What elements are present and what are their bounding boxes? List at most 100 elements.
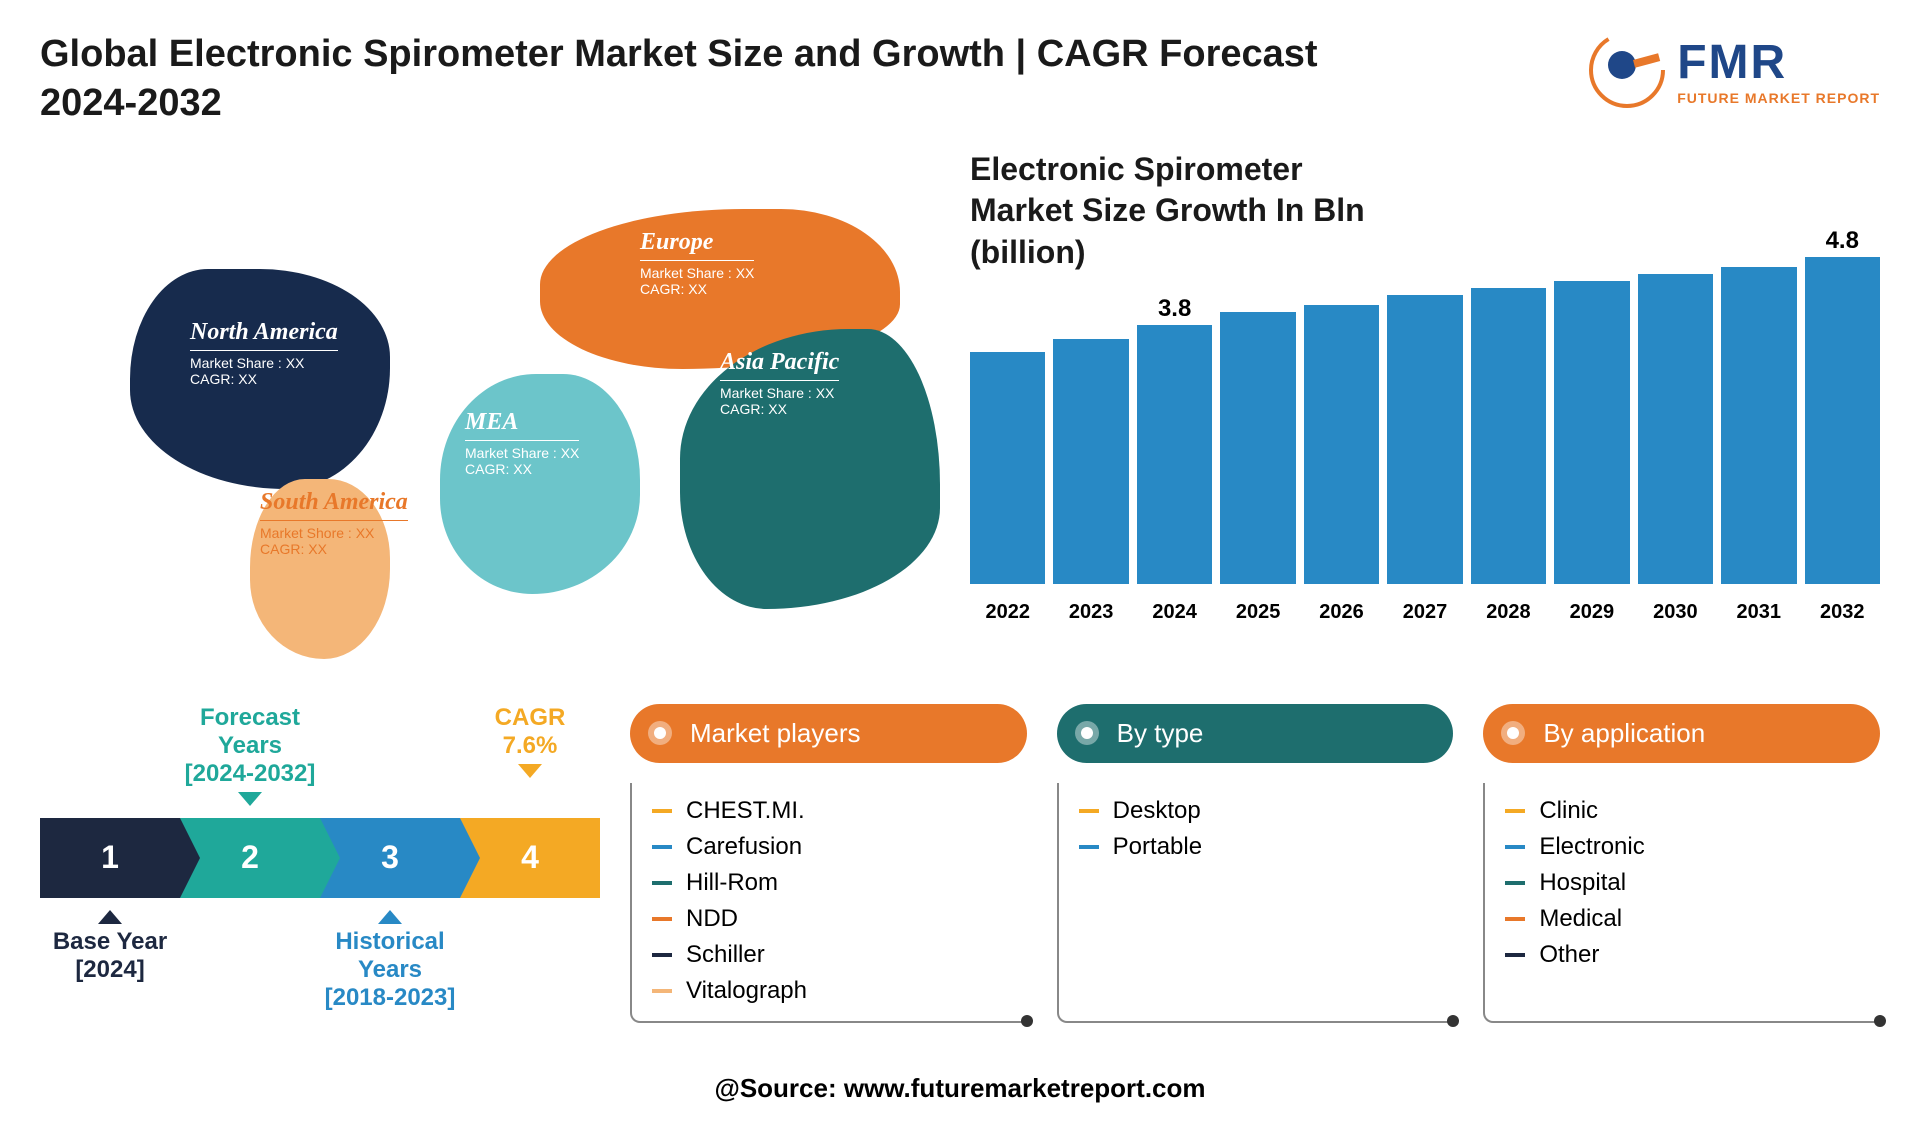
map-region-label: MEAMarket Share : XXCAGR: XX (465, 409, 579, 477)
category-item-text: Carefusion (686, 833, 802, 861)
content-top: North AmericaMarket Share : XXCAGR: XXSo… (40, 149, 1880, 664)
page-title: Global Electronic Spirometer Market Size… (40, 30, 1340, 129)
region-info: Market Share : XXCAGR: XX (720, 380, 839, 417)
logo-subtitle: FUTURE MARKET REPORT (1677, 90, 1880, 106)
category-item-text: NDD (686, 905, 738, 933)
bar-value: 3.8 (1137, 295, 1212, 323)
category-list: ClinicElectronicHospitalMedicalOther (1483, 783, 1880, 1023)
category-item: Carefusion (652, 829, 1027, 865)
map-region-label: North AmericaMarket Share : XXCAGR: XX (190, 319, 338, 387)
arrow-down-icon (518, 764, 542, 778)
bar-year-label: 2022 (970, 601, 1045, 624)
bar (1638, 274, 1713, 583)
bar-year-label: 2024 (1137, 601, 1212, 624)
timeline-bottom-slot (180, 906, 320, 1012)
category-item: NDD (652, 901, 1027, 937)
tick-icon (1505, 917, 1525, 921)
tick-icon (1505, 953, 1525, 957)
bar-chart-section: Electronic Spirometer Market Size Growth… (970, 149, 1880, 664)
tick-icon (652, 809, 672, 813)
tick-icon (1079, 809, 1099, 813)
category-item: Portable (1079, 829, 1454, 865)
bar-year-label: 2025 (1220, 601, 1295, 624)
tick-icon (1505, 845, 1525, 849)
bar-year-label: 2028 (1471, 601, 1546, 624)
category-list: CHEST.MI. Carefusion Hill-Rom NDD SchillerVi… (630, 783, 1027, 1023)
tick-icon (652, 953, 672, 957)
logo-fmr: FMR (1677, 35, 1880, 90)
timeline-labels-top: Forecast Years[2024-2032] CAGR7.6% (40, 704, 600, 810)
category-item-text: Electronic (1539, 833, 1644, 861)
category: By type DesktopPortable (1057, 704, 1454, 1023)
timeline-top-slot: Forecast Years[2024-2032] (180, 704, 320, 810)
region-info: Market Share : XXCAGR: XX (640, 260, 754, 297)
timeline-bottom-label: Historical Years[2018-2023] (320, 928, 460, 1012)
bar-year-label: 2026 (1304, 601, 1379, 624)
bullet-icon (648, 721, 672, 745)
bar (1304, 305, 1379, 584)
tick-icon (652, 917, 672, 921)
timeline-bottom-slot: Historical Years[2018-2023] (320, 906, 460, 1012)
region-name: South America (260, 489, 408, 516)
category-item: Other (1505, 937, 1880, 973)
bar (1471, 288, 1546, 584)
timeline-top-label: CAGR7.6% (460, 704, 600, 760)
map-region-shape (440, 374, 640, 594)
logo-text: FMR FUTURE MARKET REPORT (1677, 35, 1880, 106)
category-item: CHEST.MI. (652, 793, 1027, 829)
category-item: Schiller (652, 937, 1027, 973)
tick-icon (1505, 881, 1525, 885)
bar-wrap: 2031 (1721, 284, 1796, 624)
region-name: Asia Pacific (720, 349, 839, 376)
bar: 4.8 (1805, 257, 1880, 583)
category-item: Medical (1505, 901, 1880, 937)
category-item-text: CHEST.MI. (686, 797, 805, 825)
category-item-text: Hill-Rom (686, 869, 778, 897)
timeline-segment: 1 (40, 818, 180, 898)
spyglass-icon (1587, 30, 1667, 110)
category-item-text: Medical (1539, 905, 1622, 933)
tick-icon (652, 881, 672, 885)
bar-wrap: 2023 (1053, 284, 1128, 624)
logo: FMR FUTURE MARKET REPORT (1587, 30, 1880, 110)
map-region-label: South America Market Shore : XXCAGR: XX (260, 489, 408, 557)
category-header: By type (1057, 704, 1454, 763)
bar (970, 352, 1045, 583)
bullet-icon (1501, 721, 1525, 745)
map-region-label: Asia Pacific Market Share : XXCAGR: XX (720, 349, 839, 417)
bar-wrap: 2028 (1471, 284, 1546, 624)
bar-wrap: 3.8 2024 (1137, 284, 1212, 624)
bar-year-label: 2031 (1721, 601, 1796, 624)
source-text: @Source: www.futuremarketreport.com (40, 1073, 1880, 1104)
region-info: Market Shore : XXCAGR: XX (260, 520, 408, 557)
timeline-segment: 2 (180, 818, 320, 898)
region-name: North America (190, 319, 338, 346)
category: By applicationClinicElectronicHospitalMe… (1483, 704, 1880, 1023)
timeline-segment: 3 (320, 818, 460, 898)
bar-wrap: 2025 (1220, 284, 1295, 624)
bar (1387, 295, 1462, 584)
timeline-top-label: Forecast Years[2024-2032] (180, 704, 320, 788)
category-list: DesktopPortable (1057, 783, 1454, 1023)
timeline: Forecast Years[2024-2032] CAGR7.6% 1234 B… (40, 704, 600, 1012)
timeline-bar: 1234 (40, 818, 600, 898)
bar-wrap: 4.82032 (1805, 284, 1880, 624)
category-item-text: Hospital (1539, 869, 1626, 897)
tick-icon (1079, 845, 1099, 849)
category-item: Hospital (1505, 865, 1880, 901)
bar (1721, 267, 1796, 583)
timeline-bottom-slot: Base Year[2024] (40, 906, 180, 1012)
chart-title: Electronic Spirometer Market Size Growth… (970, 149, 1370, 274)
bar (1220, 312, 1295, 584)
bar-chart: 202220233.820242025202620272028202920302… (970, 284, 1880, 664)
tick-icon (1505, 809, 1525, 813)
bar: 3.8 (1137, 325, 1212, 583)
bar (1554, 281, 1629, 584)
category-item: Vitalograph (652, 973, 1027, 1009)
bar-year-label: 2030 (1638, 601, 1713, 624)
category-item: Hill-Rom (652, 865, 1027, 901)
bar-wrap: 2022 (970, 284, 1045, 624)
timeline-top-slot: CAGR7.6% (460, 704, 600, 810)
timeline-segment: 4 (460, 818, 600, 898)
category-item: Desktop (1079, 793, 1454, 829)
